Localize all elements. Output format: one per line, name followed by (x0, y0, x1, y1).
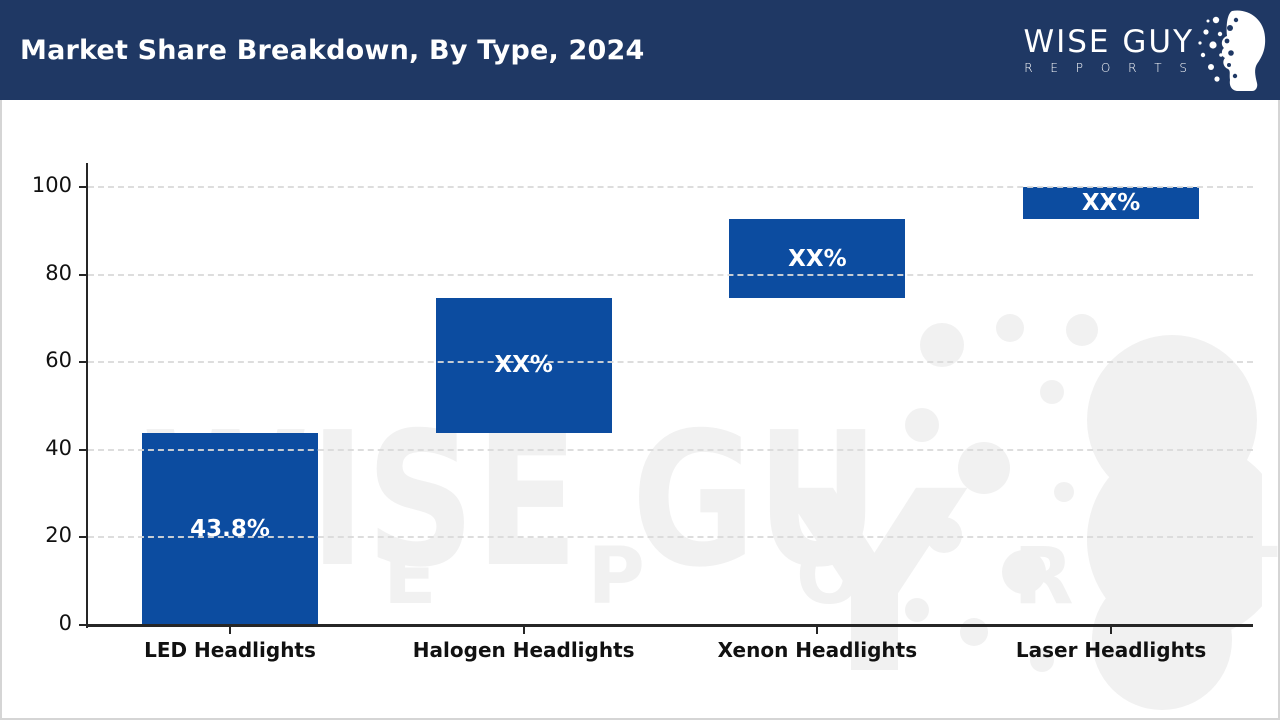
category-label: LED Headlights (144, 638, 316, 662)
y-tick-label: 60 (45, 348, 72, 373)
watermark-text-y: Y (784, 438, 966, 720)
bar-value-label: 43.8% (190, 516, 270, 543)
page-title: Market Share Breakdown, By Type, 2024 (20, 34, 645, 66)
watermark-face (905, 314, 1262, 710)
gridline (88, 448, 1253, 451)
x-axis-line (86, 624, 1253, 627)
bar-value-label: XX% (1081, 190, 1141, 217)
x-tick-mark (816, 627, 819, 634)
x-tick-mark (1110, 627, 1113, 634)
y-tick-label: 0 (58, 611, 72, 635)
header: Market Share Breakdown, By Type, 2024 WI… (0, 0, 1280, 100)
logo-name: WISE GUY (1023, 23, 1194, 60)
category-label: Halogen Headlights (412, 638, 635, 662)
y-tick-label: 40 (45, 435, 72, 460)
y-tick-mark (79, 361, 86, 364)
bar-value-label: XX% (494, 352, 553, 379)
bar (729, 219, 906, 298)
logo-text: WISE GUY R E P O R T S (1023, 25, 1194, 75)
y-tick-label: 20 (45, 523, 72, 548)
y-tick-mark (79, 186, 86, 188)
gridline (88, 273, 1253, 276)
bar-value-label: XX% (788, 245, 847, 272)
bar (435, 297, 612, 434)
x-tick-mark (229, 627, 231, 634)
wiseguy-face-icon (1198, 10, 1266, 92)
category-label: Laser Headlights (1015, 638, 1207, 662)
category-label: Xenon Headlights (717, 638, 918, 662)
gridline (88, 186, 1253, 188)
y-tick-label: 100 (31, 173, 72, 197)
gridline (88, 361, 1253, 364)
y-tick-mark (79, 536, 86, 539)
y-tick-mark (79, 624, 86, 626)
x-tick-mark (522, 627, 525, 634)
bar (142, 433, 318, 625)
wiseguy-logo: WISE GUY R E P O R T S (1023, 8, 1270, 92)
y-tick-mark (79, 273, 86, 276)
y-tick-label: 80 (45, 260, 72, 285)
y-axis-line (86, 163, 88, 628)
logo-sub: R E P O R T S (1024, 61, 1194, 76)
y-tick-mark (79, 448, 86, 451)
bar (1023, 187, 1200, 220)
gridline (88, 536, 1253, 539)
